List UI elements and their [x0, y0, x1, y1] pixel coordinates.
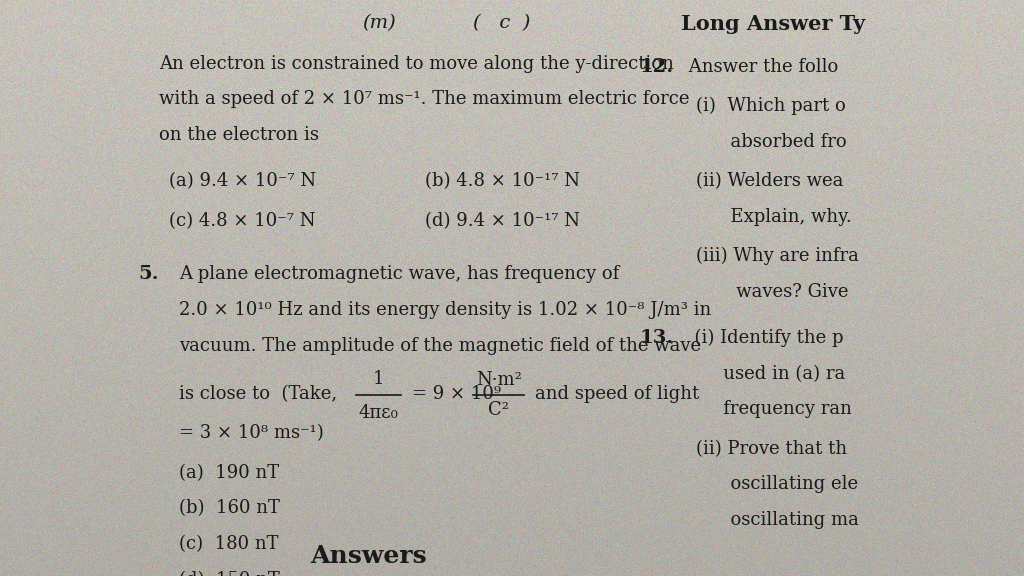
- Text: with a speed of 2 × 10⁷ ms⁻¹. The maximum electric force: with a speed of 2 × 10⁷ ms⁻¹. The maximu…: [159, 90, 689, 108]
- Text: absorbed fro: absorbed fro: [696, 132, 847, 150]
- Text: 4πε₀: 4πε₀: [359, 404, 398, 422]
- Text: (i)  Which part o: (i) Which part o: [696, 97, 846, 115]
- Text: (ii) Prove that th: (ii) Prove that th: [696, 439, 848, 458]
- Text: C²: C²: [488, 401, 509, 419]
- Text: 1: 1: [373, 370, 385, 388]
- Text: (c)  180 nT: (c) 180 nT: [179, 535, 279, 553]
- Text: (b)  160 nT: (b) 160 nT: [179, 499, 281, 517]
- Text: (a) 9.4 × 10⁻⁷ N: (a) 9.4 × 10⁻⁷ N: [169, 173, 316, 191]
- Text: used in (a) ra: used in (a) ra: [683, 365, 845, 382]
- Text: (d)  150 nT: (d) 150 nT: [179, 571, 280, 576]
- Text: frequency ran: frequency ran: [683, 400, 852, 418]
- Text: 13.: 13.: [640, 329, 674, 347]
- Text: waves? Give: waves? Give: [696, 283, 849, 301]
- Text: (   c  ): ( c ): [473, 14, 530, 32]
- Text: and speed of light: and speed of light: [535, 385, 698, 403]
- Text: (i) Identify the p: (i) Identify the p: [683, 329, 844, 347]
- Text: (m): (m): [362, 14, 395, 32]
- Text: Answers: Answers: [310, 544, 427, 569]
- Text: oscillating ma: oscillating ma: [696, 511, 859, 529]
- Text: 5.: 5.: [138, 266, 159, 283]
- Text: = 3 × 10⁸ ms⁻¹): = 3 × 10⁸ ms⁻¹): [179, 425, 324, 442]
- Text: A plane electromagnetic wave, has frequency of: A plane electromagnetic wave, has freque…: [179, 266, 620, 283]
- Text: Answer the follo: Answer the follo: [683, 58, 839, 75]
- Text: (ii) Welders wea: (ii) Welders wea: [696, 172, 844, 190]
- Text: (iii) Why are infra: (iii) Why are infra: [696, 247, 859, 265]
- Text: N·m²: N·m²: [476, 372, 521, 389]
- Text: (d) 9.4 × 10⁻¹⁷ N: (d) 9.4 × 10⁻¹⁷ N: [425, 212, 580, 230]
- Text: (a)  190 nT: (a) 190 nT: [179, 464, 280, 482]
- Text: 2.0 × 10¹⁰ Hz and its energy density is 1.02 × 10⁻⁸ J/m³ in: 2.0 × 10¹⁰ Hz and its energy density is …: [179, 301, 712, 319]
- Text: 12.: 12.: [640, 58, 674, 75]
- Text: Explain, why.: Explain, why.: [696, 207, 852, 226]
- Text: on the electron is: on the electron is: [159, 126, 318, 144]
- Text: (b) 4.8 × 10⁻¹⁷ N: (b) 4.8 × 10⁻¹⁷ N: [425, 173, 580, 191]
- Text: (c) 4.8 × 10⁻⁷ N: (c) 4.8 × 10⁻⁷ N: [169, 212, 315, 230]
- Text: = 9 × 10⁹: = 9 × 10⁹: [412, 385, 501, 403]
- Text: Long Answer Ty: Long Answer Ty: [681, 14, 865, 35]
- Text: oscillating ele: oscillating ele: [696, 475, 858, 494]
- Text: is close to  (Take,: is close to (Take,: [179, 385, 337, 403]
- Text: An electron is constrained to move along the y-direction: An electron is constrained to move along…: [159, 55, 674, 73]
- Text: vacuum. The amplitude of the magnetic field of the wave: vacuum. The amplitude of the magnetic fi…: [179, 337, 701, 355]
